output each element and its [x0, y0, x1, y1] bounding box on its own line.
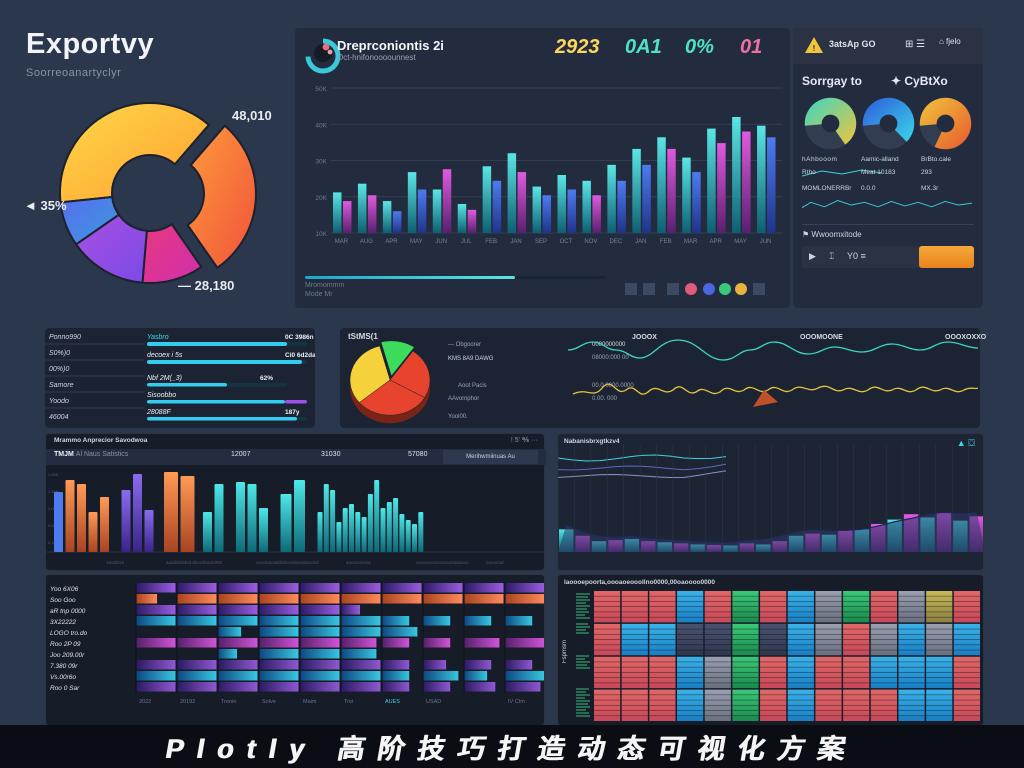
svg-text:S0%)0: S0%)0	[49, 350, 70, 357]
svg-text:MAR: MAR	[684, 239, 698, 245]
svg-text:LOGO tro.do: LOGO tro.do	[50, 630, 88, 637]
svg-text:Soo Goo: Soo Goo	[50, 597, 76, 604]
svg-text:IV CIm: IV CIm	[508, 699, 525, 705]
svg-text:Yasbro: Yasbro	[147, 334, 169, 341]
svg-text:20192: 20192	[180, 699, 195, 705]
svg-text:USAD: USAD	[426, 699, 441, 705]
svg-text:Yoo 6X06: Yoo 6X06	[50, 586, 79, 593]
svg-text:SEP: SEP	[535, 239, 547, 245]
svg-text:AUG: AUG	[360, 239, 373, 245]
svg-text:Trei: Trei	[344, 699, 353, 705]
svg-text:DEC: DEC	[610, 239, 623, 245]
svg-text:7.380 09r: 7.380 09r	[50, 663, 78, 670]
svg-text:oooooooooooooo0aaaooo: oooooooooooooo0aaaooo	[416, 560, 469, 565]
svg-text:00%)0: 00%)0	[49, 366, 69, 373]
svg-text:Roo 2P 09: Roo 2P 09	[50, 641, 81, 648]
svg-text:AUES: AUES	[385, 699, 400, 705]
svg-text:FEB: FEB	[660, 239, 672, 245]
svg-text:Maim: Maim	[303, 699, 317, 705]
svg-text:aR tnp 0000: aR tnp 0000	[50, 608, 86, 615]
svg-text:0C 3986n: 0C 3986n	[285, 334, 314, 341]
svg-text:oooonaoaddddooo0aoo0aoo0d: oooonaoaddddooo0aoo0aoo0d	[256, 560, 319, 565]
svg-text:Yoodo: Yoodo	[49, 398, 69, 405]
svg-text:50K: 50K	[315, 86, 327, 93]
svg-text:MAY: MAY	[410, 239, 423, 245]
svg-text:OCT: OCT	[560, 239, 573, 245]
svg-text:30K: 30K	[315, 159, 327, 166]
svg-text:Roo 0 Sar: Roo 0 Sar	[50, 685, 80, 692]
svg-text:2022: 2022	[139, 699, 151, 705]
svg-text:1.65K: 1.65K	[48, 472, 59, 477]
svg-text:3X22222: 3X22222	[50, 619, 76, 626]
svg-text:JAN: JAN	[510, 239, 521, 245]
svg-text:Sisoobbo: Sisoobbo	[147, 392, 176, 399]
svg-text:16odGini: 16odGini	[106, 560, 124, 565]
svg-text:Ci0 6d2da: Ci0 6d2da	[285, 352, 315, 359]
svg-text:APR: APR	[385, 239, 398, 245]
svg-text:aooooonnoy: aooooonnoy	[346, 560, 372, 565]
svg-text:Nbf 2M(_3): Nbf 2M(_3)	[147, 375, 182, 382]
svg-text:JUN: JUN	[435, 239, 447, 245]
svg-text:oooonod: oooonod	[486, 560, 504, 565]
svg-text:MAY: MAY	[734, 239, 747, 245]
svg-text:Solve: Solve	[262, 699, 276, 705]
svg-text:187y: 187y	[285, 409, 300, 416]
svg-text:FEB: FEB	[485, 239, 497, 245]
svg-text:Joo 209.00r: Joo 209.00r	[49, 652, 85, 659]
svg-text:Ponno990: Ponno990	[49, 334, 81, 341]
svg-text:JAN: JAN	[635, 239, 646, 245]
svg-text:Trenin: Trenin	[221, 699, 236, 705]
svg-text:APR: APR	[709, 239, 722, 245]
svg-text:46004: 46004	[49, 414, 69, 421]
svg-text:62%: 62%	[260, 375, 273, 382]
svg-text:JUL: JUL	[461, 239, 472, 245]
svg-text:Samore: Samore	[49, 382, 74, 389]
svg-text:20K: 20K	[315, 195, 327, 202]
svg-text:aaddddddnd.doocdnaon000: aaddddddnd.doocdnaon000	[166, 560, 223, 565]
svg-text:40K: 40K	[315, 122, 327, 129]
svg-text:!: !	[813, 44, 816, 53]
svg-text:NOV: NOV	[584, 239, 597, 245]
svg-text:MAR: MAR	[335, 239, 349, 245]
svg-text:Vs.00r6o: Vs.00r6o	[50, 674, 76, 681]
svg-text:28088F: 28088F	[146, 409, 171, 416]
svg-text:10K: 10K	[315, 231, 327, 238]
svg-text:decoex i 5s: decoex i 5s	[147, 352, 183, 359]
svg-text:JUN: JUN	[760, 239, 772, 245]
